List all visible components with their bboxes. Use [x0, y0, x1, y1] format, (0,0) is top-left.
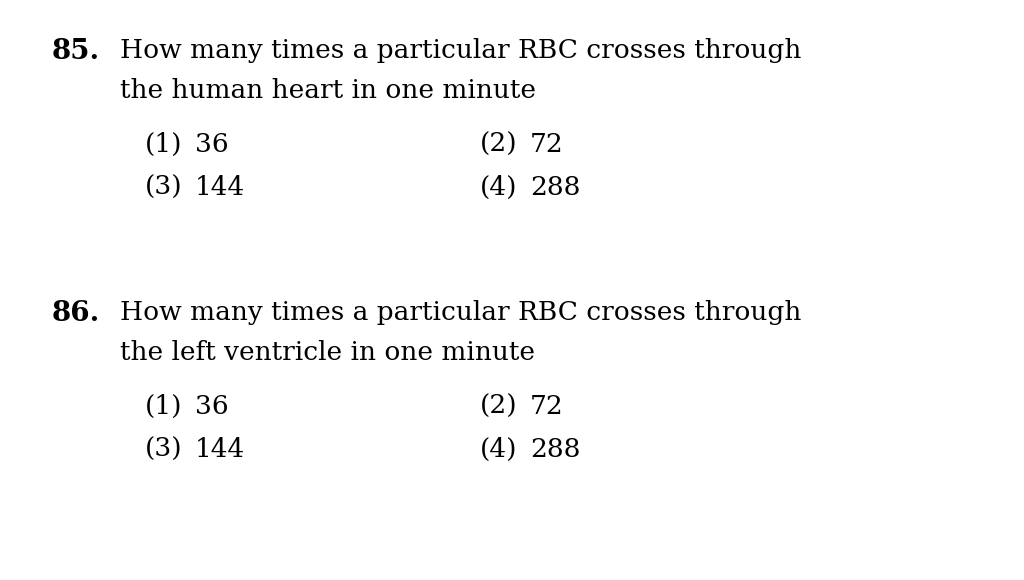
Text: (1): (1) [145, 394, 182, 419]
Text: 86.: 86. [52, 300, 100, 327]
Text: 288: 288 [530, 437, 581, 462]
Text: (3): (3) [145, 437, 182, 462]
Text: (3): (3) [145, 175, 182, 200]
Text: 288: 288 [530, 175, 581, 200]
Text: 36: 36 [195, 132, 228, 157]
Text: 36: 36 [195, 394, 228, 419]
Text: (4): (4) [480, 175, 517, 200]
Text: the left ventricle in one minute: the left ventricle in one minute [120, 340, 535, 365]
Text: the human heart in one minute: the human heart in one minute [120, 78, 536, 103]
Text: 72: 72 [530, 394, 564, 419]
Text: (4): (4) [480, 437, 517, 462]
Text: 144: 144 [195, 175, 246, 200]
Text: 85.: 85. [52, 38, 100, 65]
Text: (2): (2) [480, 394, 517, 419]
Text: 144: 144 [195, 437, 246, 462]
Text: 72: 72 [530, 132, 564, 157]
Text: How many times a particular RBC crosses through: How many times a particular RBC crosses … [120, 38, 802, 63]
Text: (1): (1) [145, 132, 182, 157]
Text: How many times a particular RBC crosses through: How many times a particular RBC crosses … [120, 300, 802, 325]
Text: (2): (2) [480, 132, 517, 157]
